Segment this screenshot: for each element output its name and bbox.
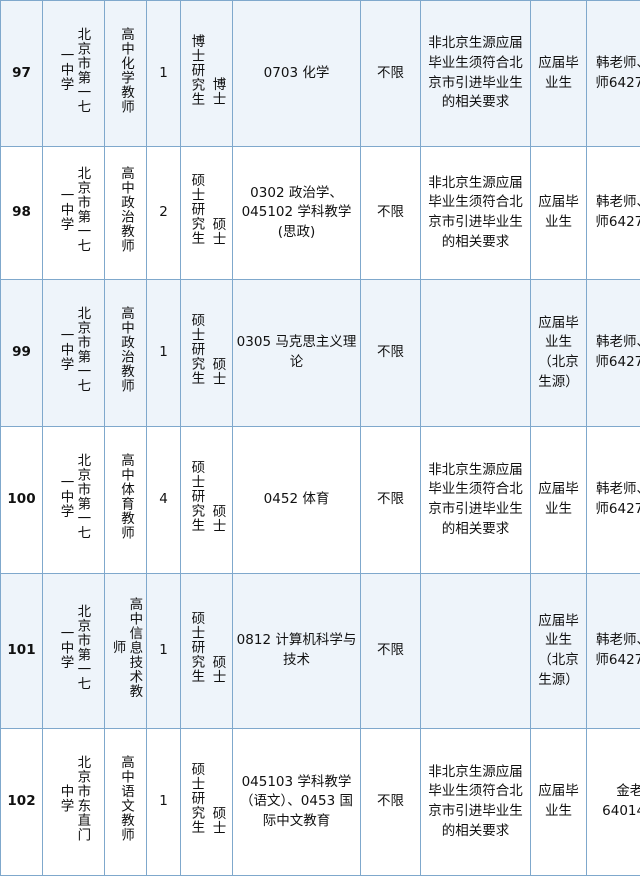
row-degree: 硕士研究生 硕士	[180, 146, 233, 280]
row-degree-level: 硕士	[209, 503, 226, 533]
row-post-text: 高中政治教师	[117, 306, 134, 394]
row-post: 高中信息技术教师	[104, 573, 147, 729]
row-number: 101	[0, 573, 43, 729]
row-other-requirements: 非北京生源应届毕业生须符合北京市引进毕业生的相关要求	[420, 728, 531, 876]
table-row: 102 北京市东直门中学 高中语文教师 1 硕士研究生 硕士 045103 学科…	[0, 728, 640, 876]
row-major: 0305 马克思主义理论	[232, 279, 361, 427]
row-unit: 北京市第一七一中学	[42, 426, 105, 574]
row-count: 4	[146, 426, 181, 574]
row-major: 0452 体育	[232, 426, 361, 574]
table-row: 101 北京市第一七一中学 高中信息技术教师 1 硕士研究生 硕士 0812 计…	[0, 573, 640, 729]
row-unit-text: 北京市第一七一中学	[57, 26, 91, 114]
row-unit: 北京市第一七一中学	[42, 0, 105, 147]
row-other-requirements: 非北京生源应届毕业生须符合北京市引进毕业生的相关要求	[420, 146, 531, 280]
row-degree: 博士研究生 博士	[180, 0, 233, 147]
row-number: 99	[0, 279, 43, 427]
row-limit: 不限	[360, 146, 421, 280]
row-category: 应届毕业生	[530, 146, 587, 280]
row-limit: 不限	[360, 279, 421, 427]
row-post-text: 高中政治教师	[117, 166, 134, 254]
table-row: 98 北京市第一七一中学 高中政治教师 2 硕士研究生 硕士 0302 政治学、…	[0, 146, 640, 280]
row-degree-level: 博士	[209, 77, 226, 107]
row-other-requirements: 非北京生源应届毕业生须符合北京市引进毕业生的相关要求	[420, 0, 531, 147]
row-unit-text: 北京市第一七一中学	[57, 306, 91, 394]
row-degree: 硕士研究生 硕士	[180, 279, 233, 427]
row-degree: 硕士研究生 硕士	[180, 426, 233, 574]
row-contact: 韩老师、付老师64272706	[586, 146, 640, 280]
row-category: 应届毕业生（北京生源）	[530, 279, 587, 427]
row-degree-level: 硕士	[209, 654, 226, 684]
row-major: 0703 化学	[232, 0, 361, 147]
row-unit-text: 北京市第一七一中学	[57, 604, 91, 692]
row-count: 1	[146, 0, 181, 147]
row-degree-level: 硕士	[209, 216, 226, 246]
table-row: 99 北京市第一七一中学 高中政治教师 1 硕士研究生 硕士 0305 马克思主…	[0, 279, 640, 427]
row-count: 1	[146, 728, 181, 876]
row-degree-level: 硕士	[209, 356, 226, 386]
row-degree-text: 硕士研究生	[188, 762, 205, 835]
row-major: 0302 政治学、045102 学科教学(思政)	[232, 146, 361, 280]
row-category: 应届毕业生	[530, 426, 587, 574]
row-post: 高中政治教师	[104, 146, 147, 280]
row-unit: 北京市第一七一中学	[42, 146, 105, 280]
row-post-text: 高中体育教师	[117, 453, 134, 541]
row-degree: 硕士研究生 硕士	[180, 728, 233, 876]
row-post: 高中体育教师	[104, 426, 147, 574]
row-degree: 硕士研究生 硕士	[180, 573, 233, 729]
row-limit: 不限	[360, 728, 421, 876]
row-limit: 不限	[360, 573, 421, 729]
table-row: 100 北京市第一七一中学 高中体育教师 4 硕士研究生 硕士 0452 体育 …	[0, 426, 640, 574]
row-number: 98	[0, 146, 43, 280]
row-contact: 韩老师、付老师64272706	[586, 279, 640, 427]
row-post-text: 高中信息技术教师	[109, 596, 143, 699]
row-other-requirements	[420, 279, 531, 427]
row-post: 高中语文教师	[104, 728, 147, 876]
row-category: 应届毕业生	[530, 728, 587, 876]
row-post: 高中政治教师	[104, 279, 147, 427]
row-contact: 韩老师、付老师64272706	[586, 573, 640, 729]
table-row: 97 北京市第一七一中学 高中化学教师 1 博士研究生 博士 0703 化学 不…	[0, 0, 640, 147]
row-contact: 韩老师、付老师64272706	[586, 426, 640, 574]
row-unit: 北京市第一七一中学	[42, 573, 105, 729]
row-unit-text: 北京市东直门中学	[57, 755, 91, 843]
row-number: 100	[0, 426, 43, 574]
row-other-requirements: 非北京生源应届毕业生须符合北京市引进毕业生的相关要求	[420, 426, 531, 574]
row-post-text: 高中化学教师	[117, 26, 134, 114]
row-unit: 北京市第一七一中学	[42, 279, 105, 427]
row-post-text: 高中语文教师	[117, 755, 134, 843]
row-count: 1	[146, 279, 181, 427]
row-post: 高中化学教师	[104, 0, 147, 147]
row-unit: 北京市东直门中学	[42, 728, 105, 876]
row-count: 2	[146, 146, 181, 280]
row-degree-text: 硕士研究生	[188, 313, 205, 386]
row-degree-text: 硕士研究生	[188, 611, 205, 684]
row-contact: 金老师64014988	[586, 728, 640, 876]
row-category: 应届毕业生	[530, 0, 587, 147]
row-degree-text: 博士研究生	[188, 33, 205, 107]
row-major: 045103 学科教学（语文）、0453 国际中文教育	[232, 728, 361, 876]
row-other-requirements	[420, 573, 531, 729]
row-unit-text: 北京市第一七一中学	[57, 166, 91, 254]
row-degree-text: 硕士研究生	[188, 173, 205, 246]
row-category: 应届毕业生（北京生源）	[530, 573, 587, 729]
row-number: 102	[0, 728, 43, 876]
row-contact: 韩老师、付老师64272706	[586, 0, 640, 147]
row-limit: 不限	[360, 426, 421, 574]
row-limit: 不限	[360, 0, 421, 147]
row-unit-text: 北京市第一七一中学	[57, 453, 91, 541]
row-count: 1	[146, 573, 181, 729]
row-major: 0812 计算机科学与技术	[232, 573, 361, 729]
row-number: 97	[0, 0, 43, 147]
row-degree-level: 硕士	[209, 805, 226, 835]
row-degree-text: 硕士研究生	[188, 460, 205, 533]
